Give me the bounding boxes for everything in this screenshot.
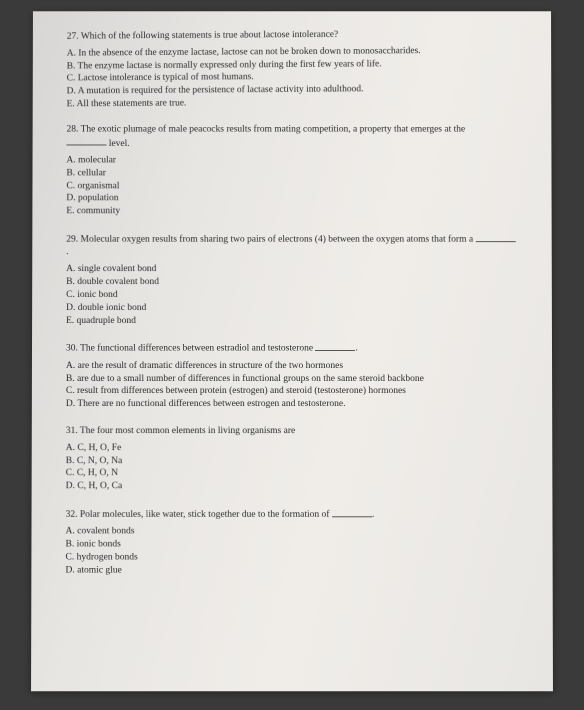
q-stem-pre: The functional differences between estra… bbox=[80, 344, 315, 354]
q-number: 30 bbox=[66, 344, 76, 354]
q-number: 31 bbox=[66, 426, 76, 436]
question-text: 29. Molecular oxygen results from sharin… bbox=[66, 232, 518, 259]
options-list: A. covalent bonds B. ionic bonds C. hydr… bbox=[65, 526, 518, 577]
q-number: 29 bbox=[66, 235, 76, 245]
q-number: 32 bbox=[66, 510, 76, 520]
options-list: A. single covalent bond B. double covale… bbox=[66, 263, 518, 327]
question-text: 27. Which of the following statements is… bbox=[67, 28, 517, 44]
blank bbox=[67, 136, 107, 146]
options-list: A. C, H, O, Fe B. C, N, O, Na C. C, H, O… bbox=[66, 442, 519, 493]
q-stem-post: . bbox=[372, 510, 374, 520]
option-a: A. molecular bbox=[66, 154, 517, 167]
options-list: A. In the absence of the enzyme lactase,… bbox=[67, 44, 518, 111]
question-30: 30. The functional differences between e… bbox=[66, 341, 518, 411]
question-31: 31. The four most common elements in liv… bbox=[66, 425, 519, 493]
option-b: B. cellular bbox=[66, 167, 517, 180]
exam-page: 27. Which of the following statements is… bbox=[31, 11, 553, 691]
q-stem: Which of the following statements is tru… bbox=[81, 30, 338, 42]
q-number: 28 bbox=[67, 124, 77, 134]
question-text: 30. The functional differences between e… bbox=[66, 341, 518, 355]
option-b: B. are due to a small number of differen… bbox=[66, 373, 518, 386]
option-b: B. double covalent bond bbox=[66, 276, 518, 289]
q-stem-pre: Molecular oxygen results from sharing tw… bbox=[80, 235, 475, 245]
option-d: D. There are no functional differences b… bbox=[66, 398, 518, 411]
question-text: 32. Polar molecules, like water, stick t… bbox=[66, 507, 519, 521]
option-e: E. community bbox=[66, 206, 517, 219]
q-stem-pre: The exotic plumage of male peacocks resu… bbox=[81, 124, 466, 134]
blank bbox=[475, 232, 515, 242]
question-text: 28. The exotic plumage of male peacocks … bbox=[66, 123, 517, 150]
q-stem: The four most common elements in living … bbox=[80, 426, 295, 436]
blank bbox=[332, 507, 372, 517]
q-number: 27 bbox=[67, 32, 76, 42]
option-a: A. single covalent bond bbox=[66, 263, 518, 276]
q-stem-post: level. bbox=[106, 139, 129, 149]
option-b: B. C, N, O, Na bbox=[66, 455, 519, 468]
option-e: E. quadruple bond bbox=[66, 315, 518, 328]
option-b: B. ionic bonds bbox=[66, 539, 519, 552]
option-c: C. hydrogen bonds bbox=[65, 551, 518, 564]
option-a: A. covalent bonds bbox=[66, 526, 519, 539]
q-stem-pre: Polar molecules, like water, stick toget… bbox=[80, 510, 332, 520]
q-stem-post: . bbox=[66, 248, 68, 258]
option-d: D. double ionic bond bbox=[66, 302, 518, 315]
option-c: C. ionic bond bbox=[66, 289, 518, 302]
option-c: C. result from differences between prote… bbox=[66, 385, 518, 398]
option-c: C. C, H, O, N bbox=[66, 468, 519, 481]
question-27: 27. Which of the following statements is… bbox=[67, 28, 518, 112]
option-d: D. atomic glue bbox=[65, 564, 518, 577]
option-e: E. All these statements are true. bbox=[67, 95, 518, 111]
option-a: A. C, H, O, Fe bbox=[66, 442, 519, 455]
options-list: A. molecular B. cellular C. organismal D… bbox=[66, 154, 517, 218]
option-a: A. are the result of dramatic difference… bbox=[66, 360, 518, 373]
question-29: 29. Molecular oxygen results from sharin… bbox=[66, 232, 518, 327]
question-32: 32. Polar molecules, like water, stick t… bbox=[65, 507, 518, 577]
option-d: D. population bbox=[66, 193, 517, 206]
option-c: C. organismal bbox=[66, 180, 517, 193]
option-d: D. C, H, O, Ca bbox=[66, 480, 519, 493]
options-list: A. are the result of dramatic difference… bbox=[66, 360, 518, 411]
q-stem-post: . bbox=[355, 344, 357, 354]
question-text: 31. The four most common elements in liv… bbox=[66, 425, 518, 438]
blank bbox=[315, 341, 355, 351]
question-28: 28. The exotic plumage of male peacocks … bbox=[66, 123, 517, 218]
